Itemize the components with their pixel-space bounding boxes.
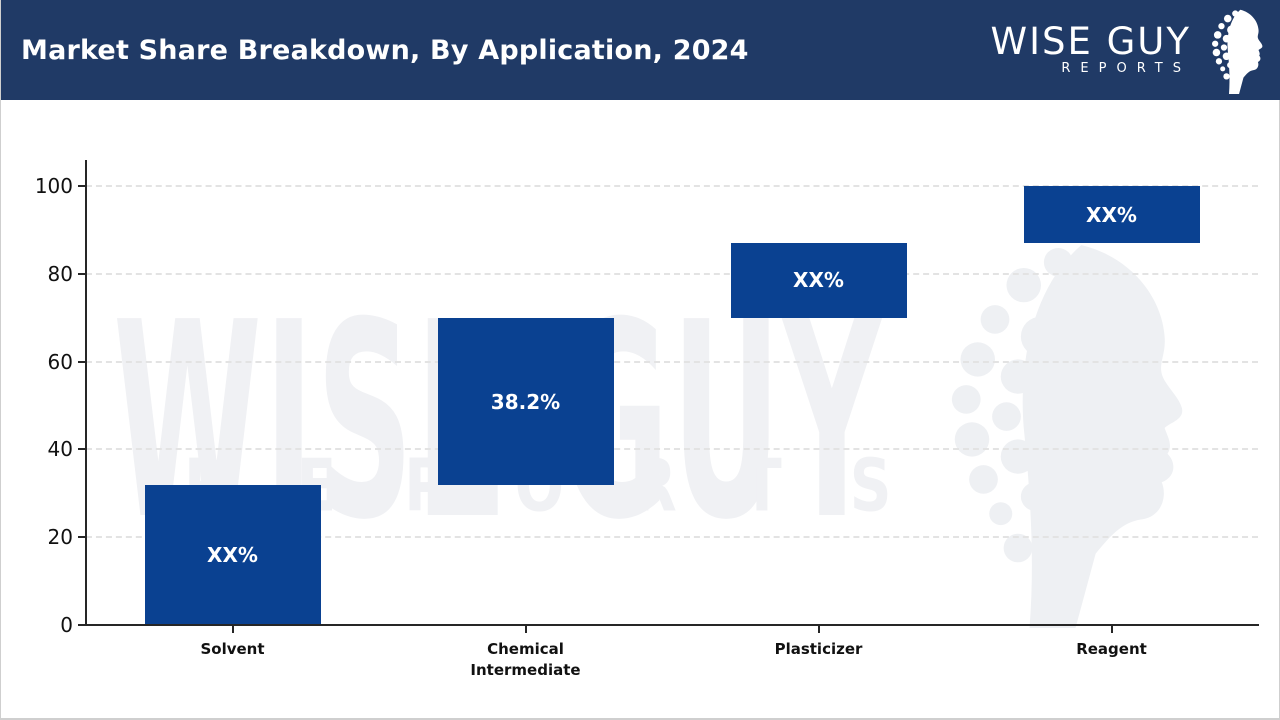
bar-value-label: 38.2% bbox=[490, 389, 561, 414]
wise-guy-reports-logo: WISE GUY REPORTS bbox=[991, 0, 1280, 100]
y-tick-label-100: 100 bbox=[34, 174, 73, 198]
y-tick-label-40: 40 bbox=[47, 437, 73, 462]
logo-head-icon bbox=[1212, 9, 1263, 94]
x-axis-line bbox=[85, 624, 1259, 626]
watermark-head-icon bbox=[951, 245, 1183, 628]
x-tick-2 bbox=[817, 626, 820, 633]
bar-value-label: XX% bbox=[207, 543, 258, 568]
y-tick-label-80: 80 bbox=[47, 261, 73, 286]
gridline-20 bbox=[86, 536, 1258, 539]
x-category-label-2: Plasticizer bbox=[774, 640, 863, 658]
y-tick-label-20: 20 bbox=[47, 525, 73, 550]
gridline-80 bbox=[86, 272, 1258, 275]
page-title: Market Share Breakdown, By Application, … bbox=[21, 34, 749, 66]
bar-reagent: XX% bbox=[1023, 186, 1200, 244]
y-tick-40 bbox=[78, 448, 86, 451]
y-axis-line bbox=[85, 160, 87, 626]
bar-plasticizer: XX% bbox=[730, 243, 907, 318]
y-tick-label-60: 60 bbox=[47, 349, 73, 374]
bar-value-label: XX% bbox=[793, 268, 844, 293]
logo-reports-label: REPORTS bbox=[1061, 61, 1191, 76]
x-category-label-0: Solvent bbox=[200, 640, 265, 658]
gridline-100 bbox=[86, 185, 1258, 187]
bar-chemical-intermediate: 38.2% bbox=[437, 317, 614, 486]
y-tick-20 bbox=[78, 536, 86, 539]
header-bar: Market Share Breakdown, By Application, … bbox=[1, 0, 1280, 100]
x-tick-3 bbox=[1110, 626, 1113, 633]
y-tick-80 bbox=[78, 272, 86, 275]
x-tick-0 bbox=[231, 626, 234, 633]
gridline-40 bbox=[86, 448, 1258, 451]
x-category-label-1: Chemical Intermediate bbox=[470, 640, 581, 679]
logo-wise-guy-label: WISE GUY bbox=[990, 20, 1191, 63]
logo-text: WISE GUY REPORTS bbox=[991, 23, 1191, 77]
gridline-60 bbox=[86, 360, 1258, 363]
y-tick-0 bbox=[78, 624, 86, 626]
y-tick-label-0: 0 bbox=[60, 613, 73, 637]
y-tick-100 bbox=[78, 185, 86, 187]
y-tick-60 bbox=[78, 360, 86, 363]
x-category-label-3: Reagent bbox=[1076, 640, 1147, 658]
bar-value-label: XX% bbox=[1086, 202, 1137, 227]
bar-solvent: XX% bbox=[144, 485, 321, 625]
x-tick-1 bbox=[524, 626, 527, 633]
